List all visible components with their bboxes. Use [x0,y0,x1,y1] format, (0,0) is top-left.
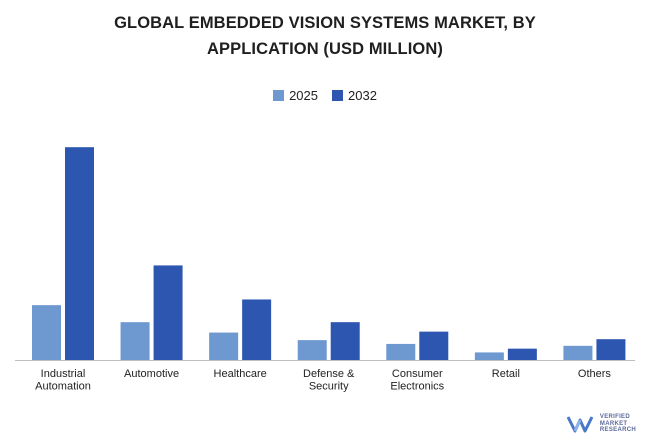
bar-2025-1 [120,322,150,360]
legend-item-2025: 2025 [273,88,318,103]
vmr-logo: VERIFIED MARKET RESEARCH [566,414,636,434]
bar-2032-4 [419,331,449,360]
bar-2032-3 [330,322,360,360]
bar-2025-3 [297,340,327,360]
vmr-logo-line1: VERIFIED [599,414,630,421]
vmr-logo-line2: MARKET [599,420,628,427]
bar-2032-6 [596,339,626,360]
bar-2032-2 [242,299,272,360]
bar-2032-0 [65,147,94,360]
x-tick-label: Consumer [392,368,443,380]
x-tick-label: Industrial [41,368,86,380]
vmr-logo-text: VERIFIED MARKET RESEARCH [600,414,636,434]
bar-2025-2 [209,332,239,360]
chart-title-line2: APPLICATION (USD MILLION) [207,40,443,58]
legend-item-2032: 2032 [332,88,377,103]
chart-title: GLOBAL EMBEDDED VISION SYSTEMS MARKET, B… [0,10,650,62]
x-tick-label: Others [578,368,612,380]
x-tick-label: Automotive [124,368,179,380]
vmr-logo-line3: RESEARCH [599,427,636,434]
vmr-logo-icon [566,416,594,433]
x-tick-label: Security [309,381,349,393]
x-tick-label: Retail [492,368,520,380]
legend-swatch-2032 [332,90,343,101]
x-tick-label: Defense & [303,368,355,380]
x-tick-label: Automation [35,381,91,393]
legend-label-2032: 2032 [348,88,377,103]
chart-title-line1: GLOBAL EMBEDDED VISION SYSTEMS MARKET, B… [114,14,536,32]
bar-2032-1 [153,265,183,360]
legend-swatch-2025 [273,90,285,101]
bar-2025-0 [32,305,61,360]
legend-label-2025: 2025 [289,88,318,103]
x-tick-label: Healthcare [214,368,267,380]
chart-legend: 2025 2032 [0,88,650,103]
bar-2025-5 [474,352,504,360]
bar-2032-5 [507,348,537,360]
bar-2025-4 [386,343,416,360]
x-tick-label: Electronics [390,381,444,393]
bar-2025-6 [563,345,593,360]
